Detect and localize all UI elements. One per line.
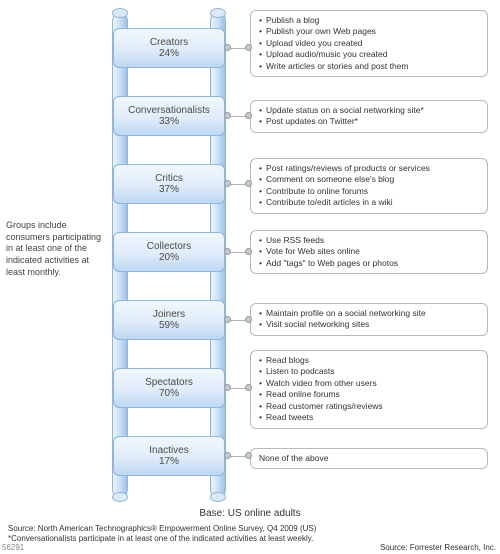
ladder-rung: Conversationalists33% [113,96,225,136]
rung-label: Joiners [153,309,185,320]
activity-item: Visit social networking sites [259,319,481,330]
ladder-rung: Creators24% [113,28,225,68]
connector-dot [245,44,252,51]
rung-label: Creators [150,37,188,48]
activity-item: Read online forums [259,389,481,400]
connector-dot [245,112,252,119]
activity-item: Upload audio/music you created [259,49,481,60]
activity-item: Contribute to/edit articles in a wiki [259,197,481,208]
connector-dot [224,112,231,119]
side-note: Groups include consumers participating i… [6,220,106,278]
rung-label: Conversationalists [128,105,210,116]
activity-item: None of the above [259,453,481,464]
activity-item: Read customer ratings/reviews [259,401,481,412]
activity-box: None of the above [250,448,488,469]
footer-id: 56291 [2,543,24,552]
activity-box: Update status on a social networking sit… [250,100,488,133]
activity-item: Publish a blog [259,15,481,26]
ladder-rung: Critics37% [113,164,225,204]
footer-source: Source: Forrester Research, Inc. [380,543,496,552]
activity-item: Comment on someone else's blog [259,174,481,185]
activity-item: Vote for Web sites online [259,246,481,257]
activity-item: Watch video from other users [259,378,481,389]
base-text: Base: US online adults [0,508,500,519]
ladder-diagram: Creators24% Publish a blogPublish your ow… [0,0,500,554]
activity-item: Maintain profile on a social networking … [259,308,481,319]
rung-label: Critics [155,173,183,184]
activity-item: Upload video you created [259,38,481,49]
connector-dot [224,44,231,51]
connector-dot [224,384,231,391]
activity-item: Listen to podcasts [259,366,481,377]
activity-item: Publish your own Web pages [259,26,481,37]
rung-percent: 37% [159,184,179,195]
connector-dot [245,316,252,323]
connector-dot [224,452,231,459]
connector-dot [224,316,231,323]
rung-label: Spectators [145,377,193,388]
connector-dot [224,180,231,187]
ladder-rung: Joiners59% [113,300,225,340]
activity-item: Add "tags" to Web pages or photos [259,258,481,269]
activity-box: Use RSS feedsVote for Web sites onlineAd… [250,230,488,274]
activity-item: Write articles or stories and post them [259,61,481,72]
rung-label: Inactives [149,445,188,456]
source-text: Source: North American Technographics® E… [8,524,408,544]
rung-percent: 24% [159,48,179,59]
rung-percent: 20% [159,252,179,263]
source-line-2: *Conversationalists participate in at le… [8,534,313,543]
activity-box: Read blogsListen to podcastsWatch video … [250,350,488,429]
rung-percent: 59% [159,320,179,331]
activity-box: Maintain profile on a social networking … [250,303,488,336]
activity-item: Read blogs [259,355,481,366]
activity-item: Post updates on Twitter* [259,116,481,127]
source-line-1: Source: North American Technographics® E… [8,524,316,533]
activity-item: Read tweets [259,412,481,423]
connector-dot [245,180,252,187]
rung-percent: 17% [159,456,179,467]
ladder-rung: Spectators70% [113,368,225,408]
ladder-rung: Collectors20% [113,232,225,272]
connector-dot [245,452,252,459]
activity-item: Update status on a social networking sit… [259,105,481,116]
activity-item: Contribute to online forums [259,186,481,197]
connector-dot [245,384,252,391]
rung-percent: 33% [159,116,179,127]
activity-item: Post ratings/reviews of products or serv… [259,163,481,174]
ladder-rung: Inactives17% [113,436,225,476]
connector-dot [245,248,252,255]
rung-label: Collectors [147,241,191,252]
activity-item: Use RSS feeds [259,235,481,246]
activity-box: Post ratings/reviews of products or serv… [250,158,488,214]
rung-percent: 70% [159,388,179,399]
connector-dot [224,248,231,255]
activity-box: Publish a blogPublish your own Web pages… [250,10,488,77]
